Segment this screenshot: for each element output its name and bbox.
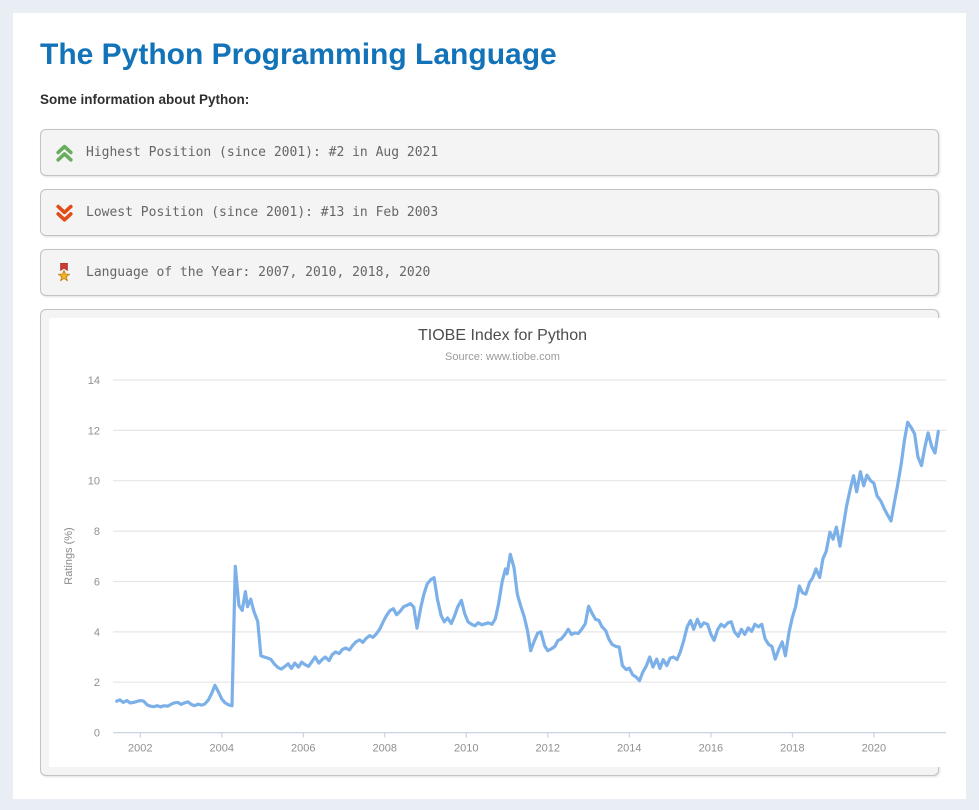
svg-text:2020: 2020 [862,743,886,755]
angles-down-icon-svg [56,204,73,222]
svg-text:0: 0 [94,728,100,740]
svg-text:14: 14 [88,375,100,387]
svg-text:4: 4 [94,627,100,639]
svg-text:2010: 2010 [454,743,478,755]
info-box-highest-position: Highest Position (since 2001): #2 in Aug… [40,129,939,176]
svg-text:2014: 2014 [617,743,641,755]
svg-text:2018: 2018 [780,743,804,755]
angles-up-icon [55,143,74,163]
svg-text:6: 6 [94,577,100,589]
info-box-lowest-position: Lowest Position (since 2001): #13 in Feb… [40,189,939,236]
svg-text:2006: 2006 [291,743,315,755]
svg-text:2008: 2008 [373,743,397,755]
highest-position-text: Highest Position (since 2001): #2 in Aug… [86,145,439,160]
svg-text:12: 12 [88,425,100,437]
svg-text:2: 2 [94,677,100,689]
intro-text: Some information about Python: [40,92,250,107]
main-card: The Python Programming Language Some inf… [13,13,966,799]
tiobe-line-chart-svg: 0 2 4 6 8 10 12 14 2002 2004 2006 2008 2010 2012 2014 2… [88,375,946,755]
language-of-the-year-text: Language of the Year: 2007, 2010, 2018, … [86,265,431,280]
svg-text:2002: 2002 [128,743,152,755]
chart-title: TIOBE Index for Python [418,327,587,344]
tiobe-chart: TIOBE Index for Python Source: www.tiobe… [49,318,956,767]
svg-text:8: 8 [94,526,100,538]
medal-icon [55,262,74,283]
medal-icon-svg [58,262,70,281]
svg-text:2016: 2016 [699,743,723,755]
angles-down-icon [55,203,74,223]
chart-subtitle: Source: www.tiobe.com [445,351,560,363]
info-box-language-of-the-year: Language of the Year: 2007, 2010, 2018, … [40,249,939,296]
page-title: The Python Programming Language [40,38,557,71]
lowest-position-text: Lowest Position (since 2001): #13 in Feb… [86,205,439,220]
svg-text:2012: 2012 [536,743,560,755]
svg-text:2004: 2004 [210,743,234,755]
svg-text:10: 10 [88,476,100,488]
chart-card: TIOBE Index for Python Source: www.tiobe… [40,309,956,776]
angles-up-icon-svg [56,144,73,162]
